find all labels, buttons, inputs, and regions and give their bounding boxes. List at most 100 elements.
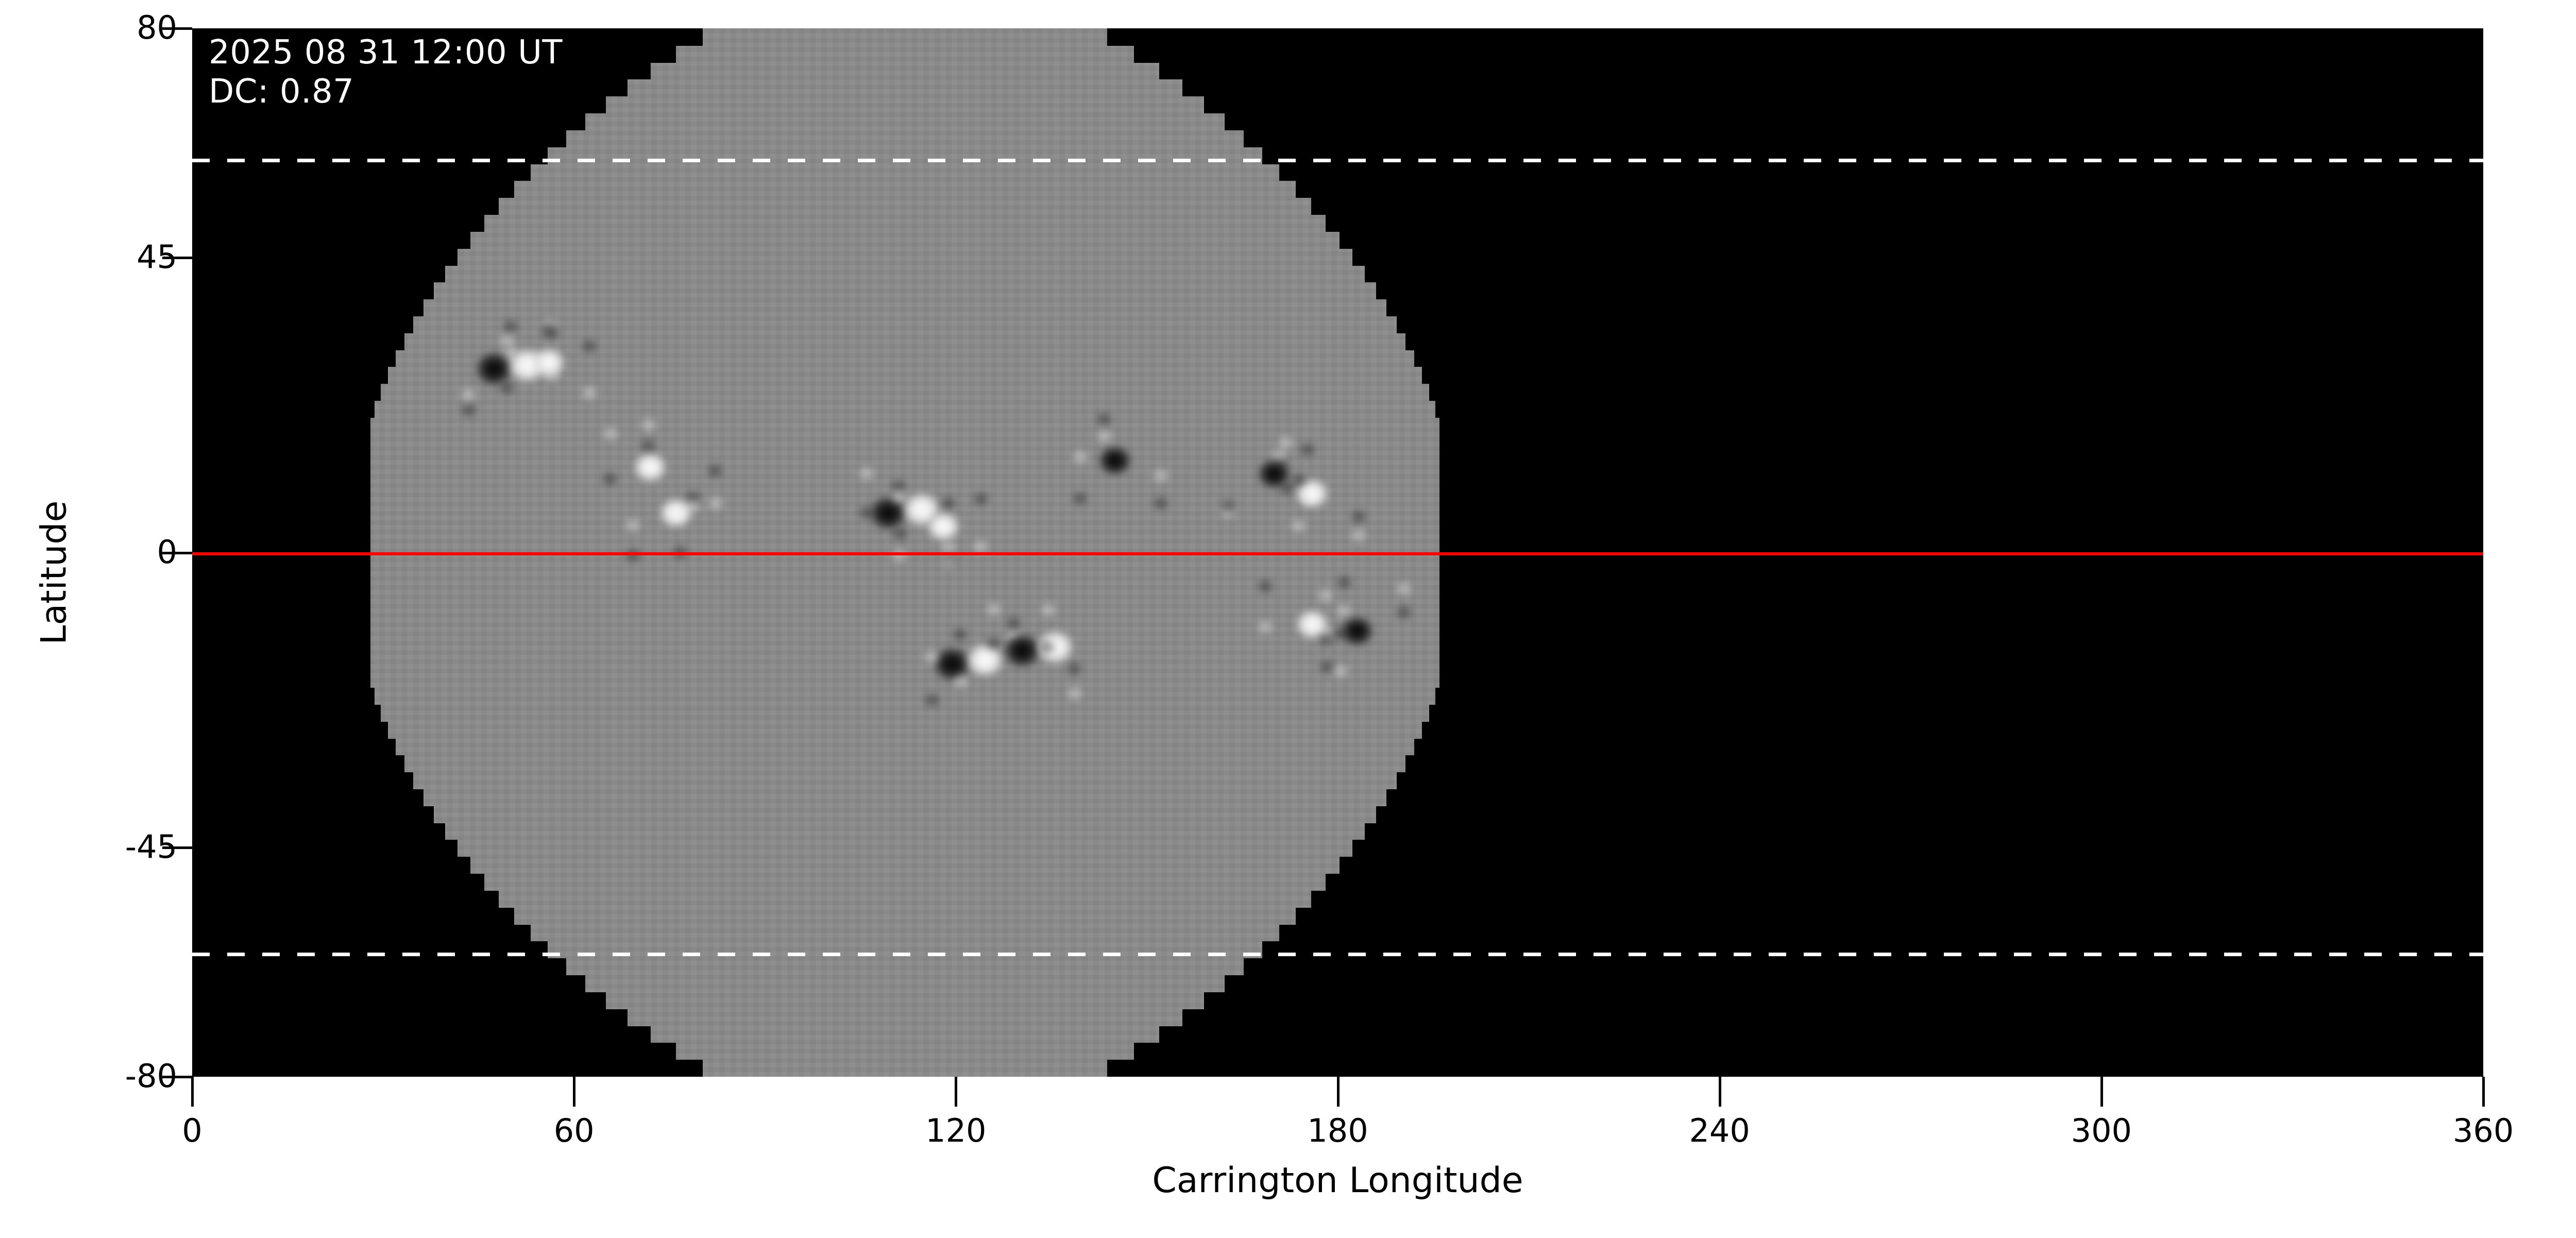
disk-edge-mask bbox=[1439, 518, 2483, 536]
frontside-disk-row bbox=[370, 518, 1440, 536]
frontside-spot bbox=[476, 352, 512, 386]
disk-edge-mask bbox=[192, 874, 484, 891]
frontside-plage bbox=[952, 674, 969, 689]
y-tick-label-4: -80 bbox=[125, 1057, 177, 1095]
frontside-plage bbox=[1317, 588, 1334, 603]
disk-edge-mask bbox=[192, 485, 370, 503]
x-tick-label-6: 360 bbox=[2452, 1112, 2514, 1149]
frontside-plage bbox=[460, 403, 477, 418]
frontside-plage bbox=[1336, 574, 1353, 589]
frontside-plage bbox=[499, 333, 516, 348]
disk-edge-mask bbox=[192, 468, 370, 486]
frontside-spot bbox=[1258, 459, 1290, 488]
frontside-plage bbox=[1257, 579, 1274, 593]
frontside-disk-row bbox=[404, 755, 1406, 773]
disk-edge-mask bbox=[1224, 113, 2483, 130]
frontside-disk-row bbox=[370, 620, 1440, 638]
disk-edge-mask bbox=[192, 823, 446, 841]
disk-edge-mask bbox=[1134, 1043, 2483, 1061]
frontside-disk-row bbox=[470, 857, 1340, 875]
frontside-plage bbox=[1278, 435, 1295, 450]
frontside-plage bbox=[890, 479, 907, 494]
frontside-plage bbox=[940, 496, 957, 511]
disk-edge-mask bbox=[1439, 502, 2483, 519]
x-tick-label-4: 240 bbox=[1689, 1112, 1750, 1149]
x-tick-label-3: 180 bbox=[1307, 1112, 1368, 1149]
synoptic-map-axes[interactable]: 2025 08 31 12:00 UT DC: 0.87 NSO INTEGRA… bbox=[192, 28, 2483, 1077]
frontside-spot bbox=[634, 453, 667, 482]
x-tick-5 bbox=[2100, 1077, 2103, 1107]
frontside-plage bbox=[503, 346, 520, 361]
frontside-disk-row bbox=[585, 975, 1225, 993]
disk-edge-mask bbox=[192, 1043, 676, 1061]
disk-edge-mask bbox=[1182, 79, 2483, 97]
x-tick-label-2: 120 bbox=[925, 1112, 987, 1149]
disk-edge-mask bbox=[1439, 434, 2483, 452]
x-tick-label-0: 0 bbox=[182, 1112, 202, 1149]
disk-edge-mask bbox=[192, 704, 381, 722]
disk-edge-mask bbox=[192, 214, 484, 232]
disk-edge-mask bbox=[192, 518, 370, 536]
frontside-disk-row bbox=[628, 79, 1182, 97]
frontside-plage bbox=[858, 466, 875, 481]
disk-edge-mask bbox=[1435, 688, 2483, 705]
disk-edge-mask bbox=[1311, 890, 2483, 908]
disk-edge-mask bbox=[1134, 45, 2483, 63]
frontside-plage bbox=[1350, 510, 1367, 524]
disk-edge-mask bbox=[192, 975, 586, 993]
disk-edge-mask bbox=[1376, 282, 2483, 300]
frontside-plage bbox=[1095, 412, 1112, 427]
disk-edge-mask bbox=[192, 941, 548, 959]
x-tick-label-5: 300 bbox=[2071, 1112, 2132, 1149]
frontside-disk-row bbox=[445, 265, 1365, 283]
frontside-disk-row bbox=[457, 840, 1352, 858]
disk-edge-mask bbox=[1295, 180, 2483, 198]
disk-edge-mask bbox=[192, 129, 566, 147]
frontside-disk-row bbox=[423, 789, 1387, 807]
dashed-latitude-north bbox=[192, 159, 2483, 162]
frontside-plage bbox=[1335, 604, 1352, 619]
frontside-disk-row bbox=[423, 299, 1387, 316]
frontside-disk-row bbox=[514, 907, 1296, 925]
disk-edge-mask bbox=[192, 231, 471, 249]
frontside-plage bbox=[1395, 605, 1412, 620]
frontside-disk-row bbox=[370, 671, 1440, 689]
frontside-spot bbox=[1341, 617, 1373, 646]
disk-edge-mask bbox=[1435, 400, 2483, 418]
frontside-spot bbox=[1004, 634, 1040, 668]
frontside-plage bbox=[541, 318, 558, 333]
disk-edge-mask bbox=[192, 840, 458, 858]
y-tick-label-0: 80 bbox=[137, 9, 177, 46]
frontside-plage bbox=[581, 339, 598, 354]
frontside-disk-row bbox=[404, 332, 1406, 350]
x-tick-1 bbox=[573, 1077, 576, 1107]
frontside-plage bbox=[1096, 429, 1113, 444]
disk-edge-mask bbox=[192, 1026, 651, 1044]
disk-edge-mask bbox=[192, 772, 414, 790]
disk-edge-mask bbox=[192, 451, 370, 469]
frontside-plage bbox=[891, 548, 908, 563]
disk-edge-mask bbox=[192, 349, 396, 367]
disk-edge-mask bbox=[1352, 840, 2483, 858]
x-tick-2 bbox=[955, 1077, 958, 1107]
frontside-plage bbox=[624, 517, 641, 532]
disk-edge-mask bbox=[192, 383, 381, 401]
disk-edge-mask bbox=[192, 332, 404, 350]
disk-edge-mask bbox=[1352, 248, 2483, 266]
disk-edge-mask bbox=[192, 197, 499, 215]
frontside-disk-row bbox=[675, 1043, 1134, 1061]
disk-edge-mask bbox=[192, 282, 434, 300]
disk-edge-mask bbox=[192, 671, 370, 689]
frontside-disk-row bbox=[457, 248, 1352, 266]
disk-edge-mask bbox=[192, 620, 370, 638]
disk-edge-mask bbox=[192, 315, 414, 333]
dashed-latitude-south bbox=[192, 953, 2483, 956]
frontside-plage bbox=[540, 321, 557, 336]
frontside-plage bbox=[1005, 616, 1022, 631]
disk-edge-mask bbox=[192, 417, 370, 435]
frontside-disk-row bbox=[370, 569, 1440, 587]
disk-edge-mask bbox=[192, 180, 515, 198]
disk-edge-mask bbox=[1439, 569, 2483, 587]
disk-edge-mask bbox=[1339, 231, 2483, 249]
equator-line bbox=[192, 552, 2483, 555]
